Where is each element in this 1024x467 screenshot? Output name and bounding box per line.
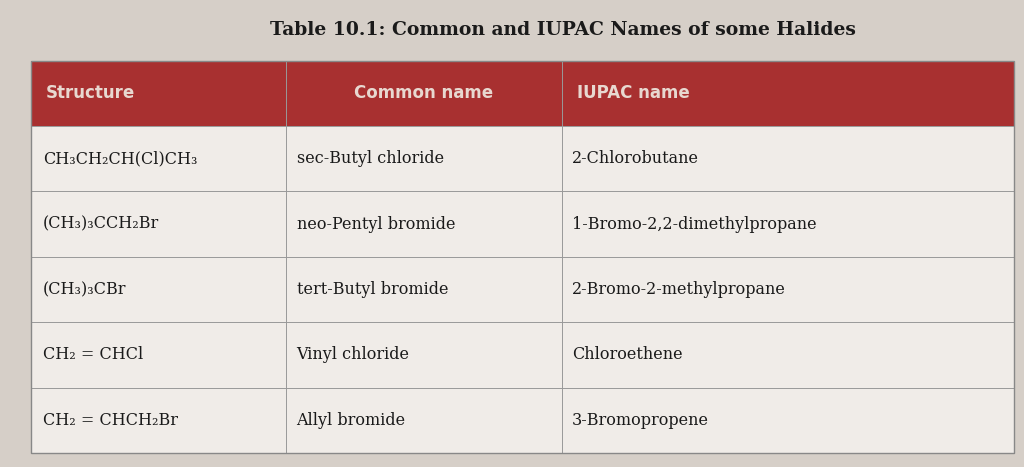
Text: 3-Bromopropene: 3-Bromopropene xyxy=(571,412,709,429)
Text: Chloroethene: Chloroethene xyxy=(571,347,682,363)
Text: 2-Chlorobutane: 2-Chlorobutane xyxy=(571,150,698,167)
Text: neo-Pentyl bromide: neo-Pentyl bromide xyxy=(297,216,455,233)
Text: 2-Bromo-2-methylpropane: 2-Bromo-2-methylpropane xyxy=(571,281,785,298)
Text: (CH₃)₃CCH₂Br: (CH₃)₃CCH₂Br xyxy=(43,216,160,233)
Text: Allyl bromide: Allyl bromide xyxy=(297,412,406,429)
Bar xyxy=(31,257,1014,322)
Text: sec-Butyl chloride: sec-Butyl chloride xyxy=(297,150,443,167)
Text: (CH₃)₃CBr: (CH₃)₃CBr xyxy=(43,281,127,298)
Bar xyxy=(31,61,1014,126)
Bar xyxy=(31,61,1014,453)
Text: CH₂ = CHCl: CH₂ = CHCl xyxy=(43,347,143,363)
Text: Common name: Common name xyxy=(354,85,494,102)
Text: Structure: Structure xyxy=(46,85,135,102)
Text: Table 10.1: Common and IUPAC Names of some Halides: Table 10.1: Common and IUPAC Names of so… xyxy=(270,21,856,39)
Text: 1-Bromo-2,2-dimethylpropane: 1-Bromo-2,2-dimethylpropane xyxy=(571,216,816,233)
Bar xyxy=(31,322,1014,388)
Bar xyxy=(31,191,1014,257)
Text: IUPAC name: IUPAC name xyxy=(577,85,690,102)
Text: CH₃CH₂CH(Cl)CH₃: CH₃CH₂CH(Cl)CH₃ xyxy=(43,150,198,167)
Bar xyxy=(31,61,1014,453)
Bar xyxy=(31,388,1014,453)
Bar xyxy=(31,126,1014,191)
Text: Vinyl chloride: Vinyl chloride xyxy=(297,347,410,363)
Text: tert-Butyl bromide: tert-Butyl bromide xyxy=(297,281,449,298)
Text: CH₂ = CHCH₂Br: CH₂ = CHCH₂Br xyxy=(43,412,178,429)
